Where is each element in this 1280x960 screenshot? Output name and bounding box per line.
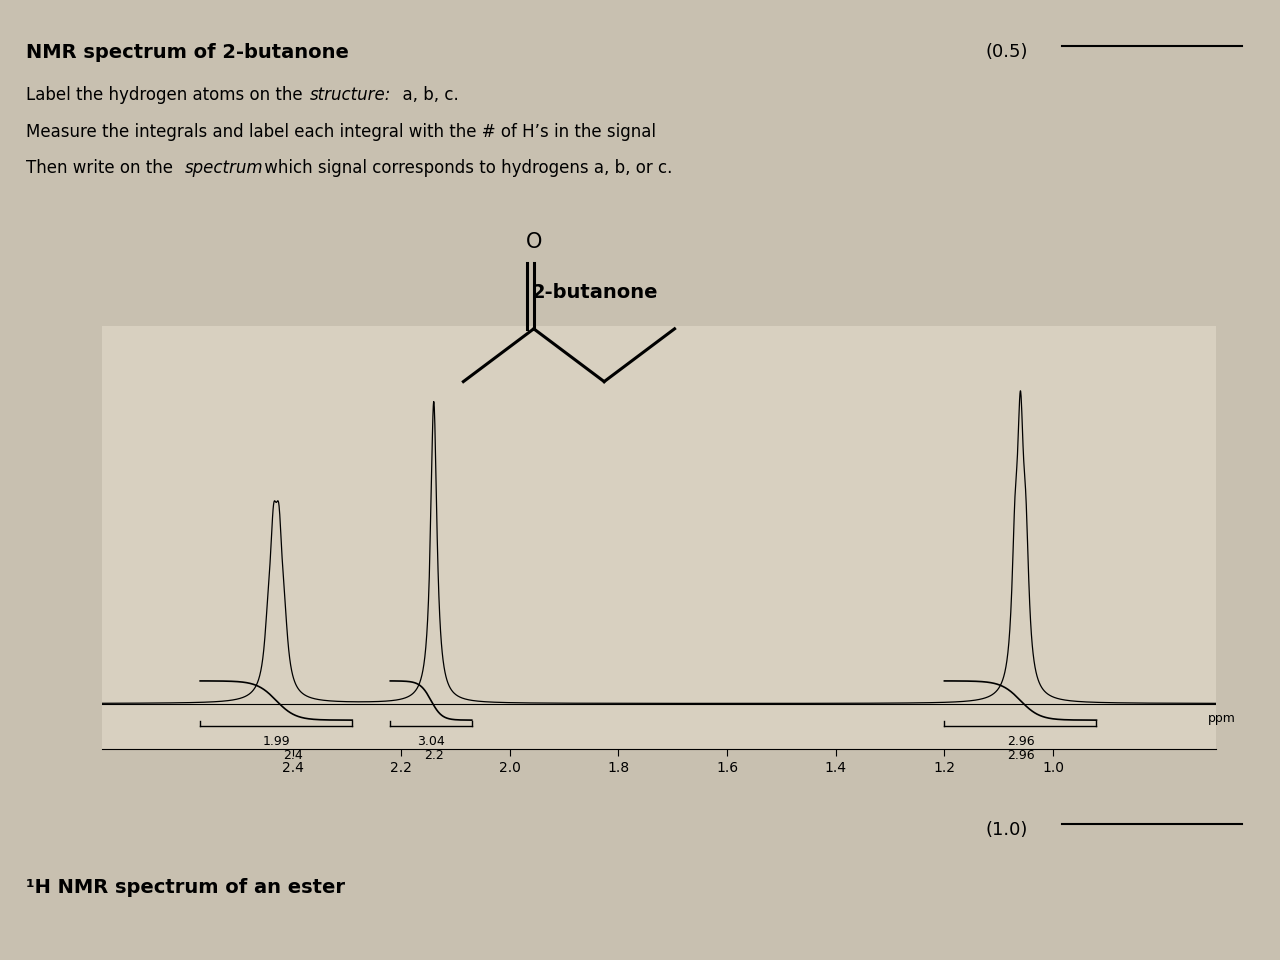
Text: a, b, c.: a, b, c. <box>392 86 458 105</box>
Text: 2.96: 2.96 <box>1006 749 1034 762</box>
Text: 3.04: 3.04 <box>417 735 445 748</box>
Text: 2.2: 2.2 <box>424 749 444 762</box>
Text: 2.96: 2.96 <box>1006 735 1034 748</box>
Text: 2.4: 2.4 <box>283 749 302 762</box>
Text: Label the hydrogen atoms on the: Label the hydrogen atoms on the <box>26 86 307 105</box>
Text: (1.0): (1.0) <box>986 821 1028 839</box>
Text: 1.99: 1.99 <box>262 735 291 748</box>
Text: 2-butanone: 2-butanone <box>532 283 658 302</box>
Text: which signal corresponds to hydrogens a, b, or c.: which signal corresponds to hydrogens a,… <box>259 159 672 178</box>
Text: NMR spectrum of 2-butanone: NMR spectrum of 2-butanone <box>26 43 348 62</box>
Text: spectrum: spectrum <box>184 159 262 178</box>
Text: Then write on the: Then write on the <box>26 159 178 178</box>
Text: ppm: ppm <box>1208 712 1235 725</box>
Text: ¹H NMR spectrum of an ester: ¹H NMR spectrum of an ester <box>26 878 344 898</box>
Text: (0.5): (0.5) <box>986 43 1028 61</box>
Text: Measure the integrals and label each integral with the # of H’s in the signal: Measure the integrals and label each int… <box>26 123 655 141</box>
Text: O: O <box>526 232 541 252</box>
Text: structure:: structure: <box>310 86 392 105</box>
